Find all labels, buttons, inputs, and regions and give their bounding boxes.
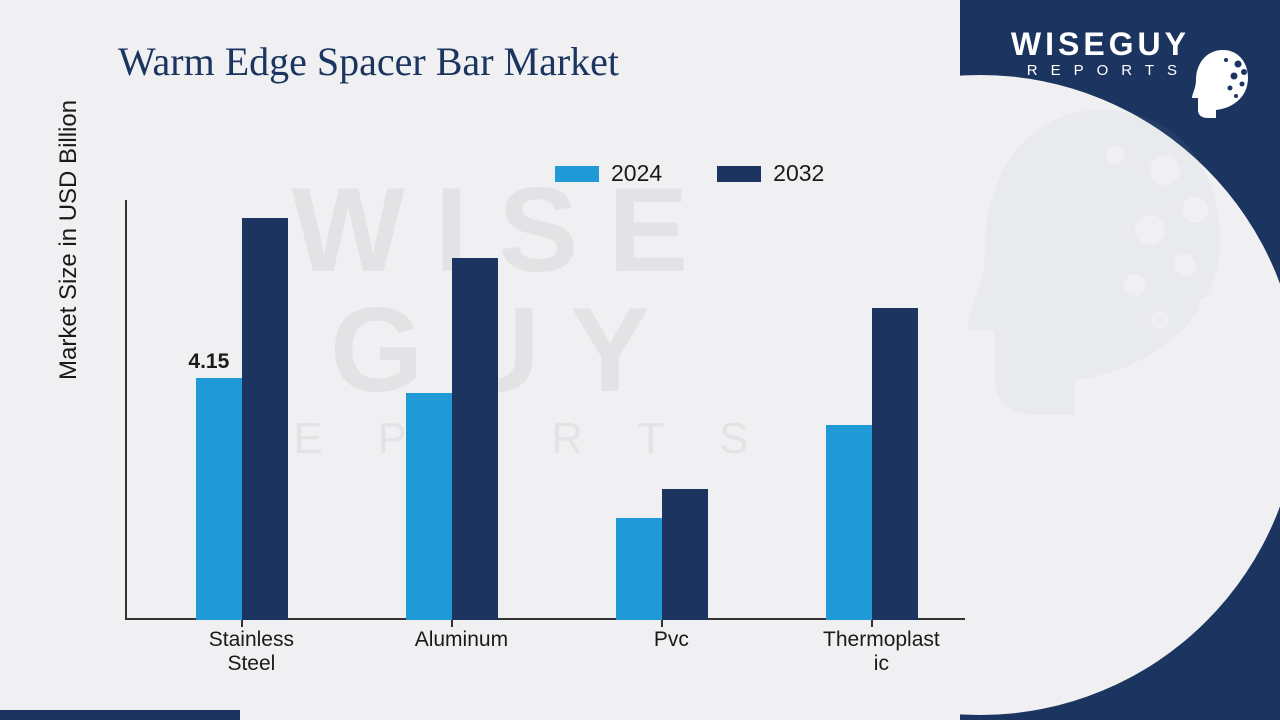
category-label: Aluminum — [371, 628, 551, 652]
brand-sub: REPORTS — [1011, 62, 1190, 79]
bar — [662, 489, 708, 620]
category-label: StainlessSteel — [161, 628, 341, 676]
watermark-head-icon — [950, 100, 1250, 420]
legend-label-2024: 2024 — [611, 160, 662, 187]
brand-head-icon — [1188, 46, 1258, 121]
y-axis — [125, 200, 127, 620]
legend-swatch-2032 — [717, 166, 761, 182]
bar — [196, 378, 242, 620]
x-tick — [661, 620, 663, 627]
bottom-bar — [0, 710, 240, 720]
chart-area: Market Size in USD Billion 2024 2032 4.1… — [65, 150, 965, 670]
x-tick — [871, 620, 873, 627]
bar — [406, 393, 452, 621]
bar — [616, 518, 662, 620]
legend-swatch-2024 — [555, 166, 599, 182]
x-tick — [451, 620, 453, 627]
bar — [242, 218, 288, 621]
plot: 4.15StainlessSteelAluminumPvcThermoplast… — [125, 200, 965, 620]
category-label: Thermoplastic — [791, 628, 971, 676]
y-axis-label: Market Size in USD Billion — [55, 100, 83, 380]
chart-title: Warm Edge Spacer Bar Market — [118, 38, 619, 85]
brand-logo: WISEGUY REPORTS — [1011, 28, 1258, 79]
bar — [452, 258, 498, 620]
legend-label-2032: 2032 — [773, 160, 824, 187]
x-tick — [241, 620, 243, 627]
legend: 2024 2032 — [555, 160, 824, 187]
brand-name: WISEGUY — [1011, 28, 1190, 60]
legend-item-2024: 2024 — [555, 160, 662, 187]
bar — [872, 308, 918, 620]
legend-item-2032: 2032 — [717, 160, 824, 187]
bar — [826, 425, 872, 620]
value-label: 4.15 — [188, 350, 229, 374]
category-label: Pvc — [581, 628, 761, 652]
